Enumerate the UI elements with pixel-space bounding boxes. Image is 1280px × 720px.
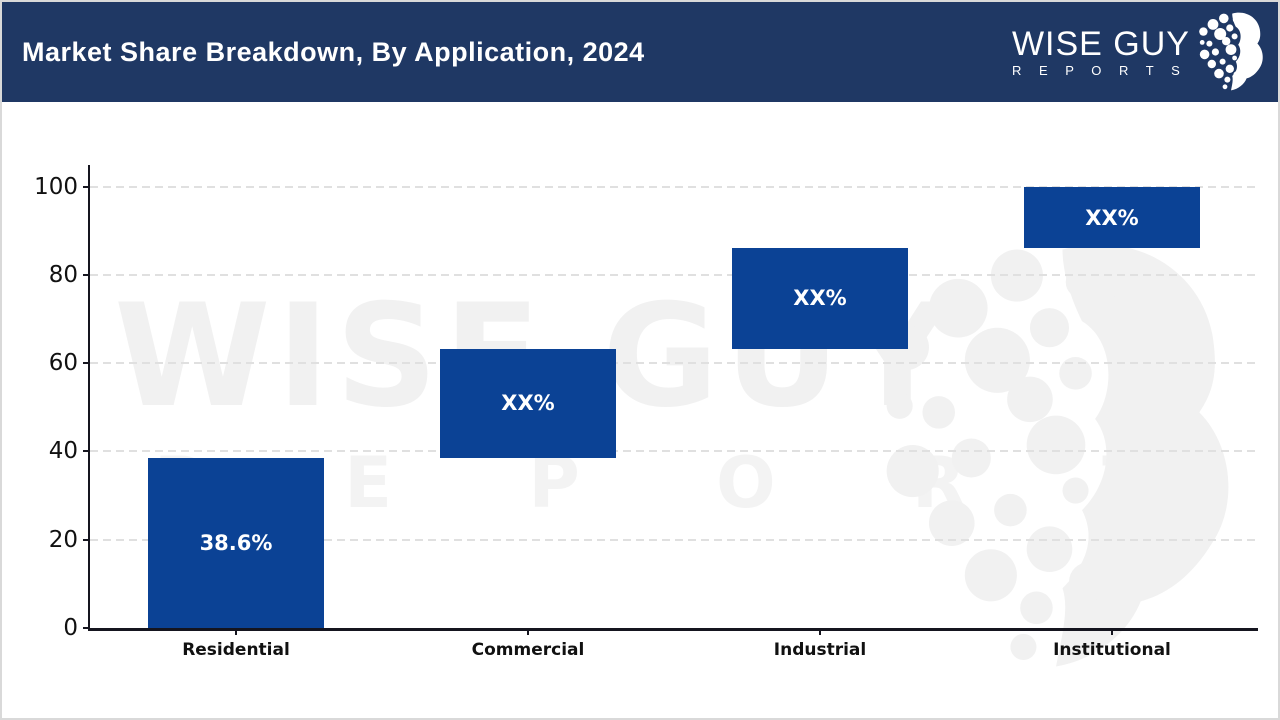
gridline-y80 xyxy=(90,273,1258,276)
gridline-y20 xyxy=(90,538,1258,541)
y-tick-label-20: 20 xyxy=(48,526,78,553)
y-tick-label-40: 40 xyxy=(48,438,78,465)
gridline-y100 xyxy=(90,185,1258,188)
wiseguy-head-icon xyxy=(1194,10,1268,94)
x-tick-label-institutional: Institutional xyxy=(1053,640,1171,660)
y-tick-label-100: 100 xyxy=(34,173,78,200)
y-tick-80 xyxy=(83,273,90,276)
x-axis-spine xyxy=(88,628,1258,631)
bar-residential: 38.6% xyxy=(148,457,324,628)
y-tick-0 xyxy=(83,627,90,629)
y-tick-60 xyxy=(83,362,90,365)
bar-value-label: XX% xyxy=(793,286,847,311)
logo-subtext: R E P O R T S xyxy=(1011,63,1187,78)
y-tick-100 xyxy=(83,185,90,188)
x-tick-commercial xyxy=(527,628,529,635)
bar-industrial: XX% xyxy=(732,247,908,349)
x-tick-label-industrial: Industrial xyxy=(773,640,867,660)
logo-text: WISE GUY R E P O R T S xyxy=(1012,26,1190,78)
logo-wordmark: WISE GUY xyxy=(1011,25,1190,63)
y-tick-label-60: 60 xyxy=(48,350,78,377)
x-tick-industrial xyxy=(819,628,821,635)
gridline-y60 xyxy=(90,362,1258,365)
wiseguy-logo: WISE GUY R E P O R T S xyxy=(1012,10,1268,94)
x-tick-residential xyxy=(235,628,237,635)
x-tick-label-residential: Residential xyxy=(182,640,290,660)
x-tick-label-commercial: Commercial xyxy=(471,640,585,660)
gridline-y40 xyxy=(90,450,1258,453)
y-tick-40 xyxy=(83,450,90,453)
bar-value-label: XX% xyxy=(1085,205,1139,230)
y-tick-label-0: 0 xyxy=(63,615,78,641)
header: Market Share Breakdown, By Application, … xyxy=(2,2,1278,102)
y-tick-20 xyxy=(83,538,90,541)
y-tick-label-80: 80 xyxy=(48,261,78,288)
bar-value-label: XX% xyxy=(501,391,555,416)
bar-value-label: 38.6% xyxy=(199,530,273,555)
y-axis-spine xyxy=(88,165,90,631)
bar-institutional: XX% xyxy=(1024,187,1200,248)
bar-commercial: XX% xyxy=(440,348,616,458)
chart-title: Market Share Breakdown, By Application, … xyxy=(22,36,645,67)
